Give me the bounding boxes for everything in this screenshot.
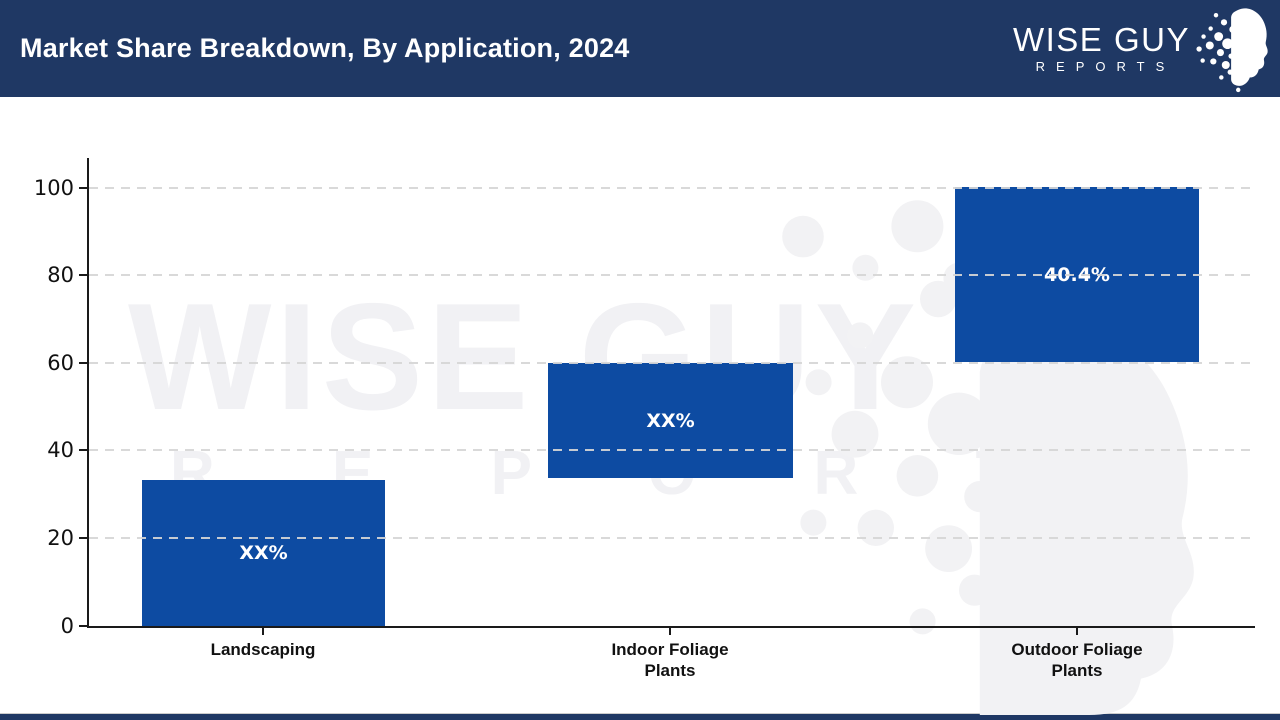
y-tick-label-60: 60 — [47, 351, 74, 375]
x-tick-outdoor-foliage — [1076, 628, 1078, 635]
y-tick-label-80: 80 — [47, 263, 74, 287]
y-tick-label-40: 40 — [47, 438, 74, 462]
y-tick-20 — [79, 537, 87, 539]
y-tick-label-0: 0 — [60, 614, 74, 638]
bar-landscaping: XX% — [142, 480, 385, 626]
bar-indoor-foliage-plants: XX% — [548, 363, 793, 478]
y-tick-0 — [79, 625, 87, 627]
logo: WISE GUY REPORTS — [1013, 2, 1272, 95]
x-axis-line — [87, 626, 1255, 628]
gridline-40 — [89, 449, 1253, 451]
x-tick-indoor-foliage — [669, 628, 671, 635]
gridline-100 — [89, 187, 1253, 189]
header-bar: Market Share Breakdown, By Application, … — [0, 0, 1280, 97]
logo-wordmark-main: WISE GUY — [1012, 21, 1190, 58]
y-tick-label-100: 100 — [33, 176, 74, 200]
y-tick-40 — [79, 449, 87, 451]
bar-value-label: XX% — [239, 542, 288, 564]
footer-divider — [0, 713, 1280, 714]
gridline-80 — [89, 274, 1253, 276]
x-tick-landscaping — [262, 628, 264, 635]
bar-value-label: XX% — [646, 409, 695, 432]
logo-wordmark-sub: REPORTS — [1035, 59, 1176, 74]
y-tick-label-20: 20 — [47, 526, 74, 550]
page-title: Market Share Breakdown, By Application, … — [20, 33, 630, 63]
gridline-20 — [89, 537, 1253, 539]
logo-face-icon — [1196, 7, 1268, 92]
footer-bar — [0, 714, 1280, 720]
y-tick-80 — [79, 274, 87, 276]
watermark-wordmark: WISE GUY — [128, 272, 921, 442]
y-tick-60 — [79, 362, 87, 364]
logo-wordmark: WISE GUY REPORTS — [1012, 21, 1190, 75]
gridline-60 — [89, 362, 1253, 364]
x-label-indoor-foliage: Indoor Foliage Plants — [611, 640, 729, 680]
x-label-outdoor-foliage: Outdoor Foliage Plants — [1011, 640, 1143, 680]
x-label-landscaping: Landscaping — [210, 640, 316, 659]
y-tick-100 — [79, 187, 87, 189]
y-axis-line — [87, 158, 89, 628]
